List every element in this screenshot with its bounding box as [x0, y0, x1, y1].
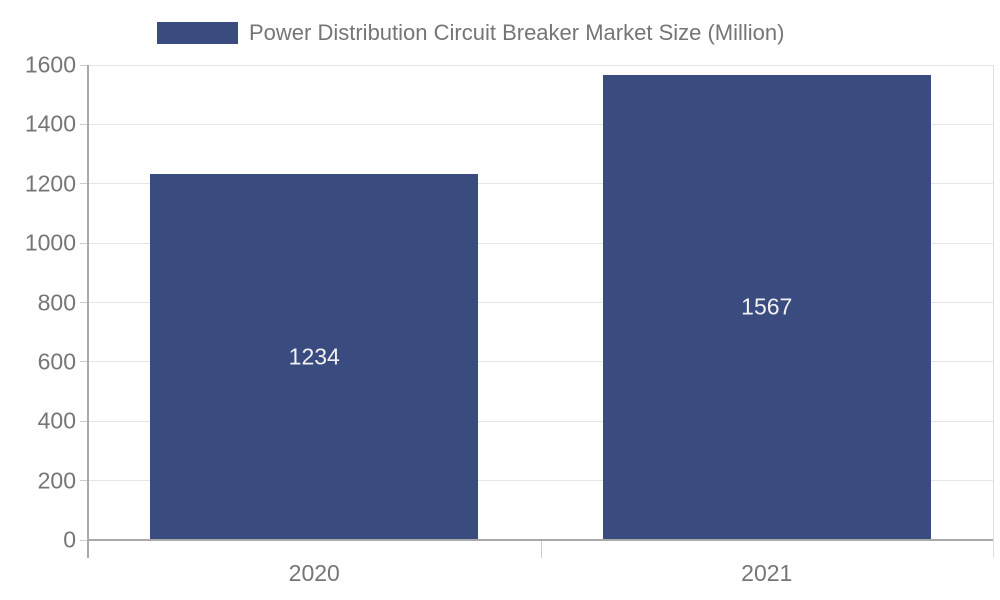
gridline: [88, 361, 993, 363]
legend-label: Power Distribution Circuit Breaker Marke…: [249, 20, 785, 45]
gridline: [88, 183, 993, 185]
x-axis-line: [87, 539, 994, 541]
y-tick-label: 1200: [24, 170, 76, 197]
y-tick-mark: [80, 242, 88, 244]
gridline: [88, 420, 993, 422]
y-tick-label: 800: [37, 289, 76, 315]
y-tick-mark: [80, 183, 88, 185]
y-tick-label: 600: [37, 348, 76, 375]
y-tick-label: 400: [37, 407, 76, 434]
y-tick-mark: [80, 480, 88, 482]
gridline: [88, 123, 993, 125]
bar-value-label: 1234: [288, 343, 340, 370]
y-tick-label: 0: [63, 526, 76, 553]
x-tick-mark: [540, 540, 542, 558]
y-tick-mark: [80, 420, 88, 422]
y-tick-mark: [80, 539, 88, 541]
gridline: [88, 302, 993, 303]
gridline: [88, 480, 993, 482]
y-tick-mark: [80, 361, 88, 363]
y-tick-mark: [80, 123, 88, 125]
y-tick-label: 1000: [24, 229, 76, 256]
x-tick-label-2020: 2020: [288, 560, 340, 586]
bar-value-label: 1567: [741, 293, 793, 320]
legend: Power Distribution Circuit Breaker Marke…: [157, 22, 784, 44]
bar-2021: 1567: [602, 74, 931, 540]
gridline: [88, 242, 993, 244]
y-axis-line: [87, 65, 89, 558]
y-tick-label: 1600: [24, 51, 76, 78]
plot-right-border: [993, 65, 994, 558]
y-tick-mark: [80, 64, 88, 66]
bar-2020: 1234: [150, 173, 479, 540]
gridline: [88, 64, 993, 66]
y-tick-label: 200: [37, 467, 76, 494]
x-tick-label-2021: 2021: [741, 560, 793, 586]
y-tick-mark: [80, 302, 88, 303]
y-tick-label: 1400: [24, 110, 76, 137]
legend-swatch: [157, 22, 238, 44]
